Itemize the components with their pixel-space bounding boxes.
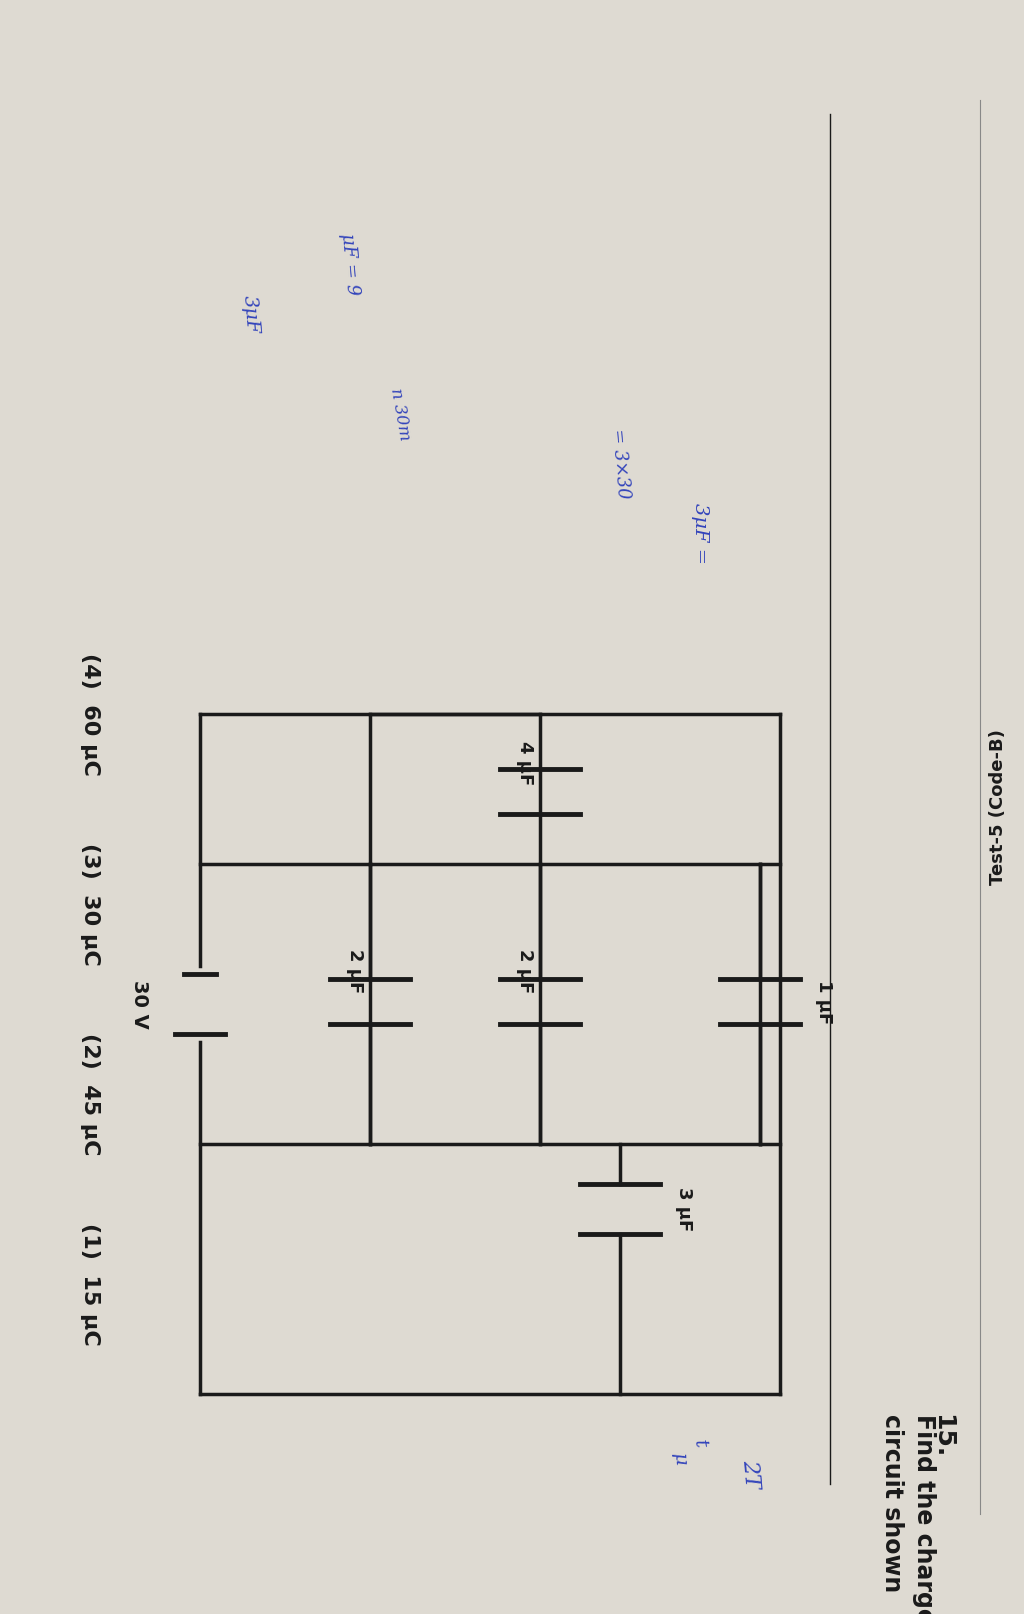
Text: (2)  45 μC: (2) 45 μC — [80, 1033, 100, 1156]
Text: μ: μ — [671, 1453, 689, 1466]
Text: = 3×30: = 3×30 — [608, 428, 632, 500]
Text: 1 μF: 1 μF — [815, 980, 833, 1025]
Text: 30 V: 30 V — [130, 980, 150, 1028]
Text: 3μF: 3μF — [240, 294, 261, 334]
Text: 2T: 2T — [737, 1459, 762, 1490]
Text: 3 μF: 3 μF — [675, 1186, 693, 1231]
Text: t: t — [690, 1438, 710, 1449]
Text: (3)  30 μC: (3) 30 μC — [80, 843, 100, 965]
Text: 2 μF: 2 μF — [516, 949, 534, 993]
Text: 15.: 15. — [930, 1414, 954, 1459]
Text: (1)  15 μC: (1) 15 μC — [80, 1223, 100, 1346]
Text: 3μF =: 3μF = — [691, 504, 709, 565]
Text: 2 μF: 2 μF — [346, 949, 364, 993]
Text: Find the charge stored on 1 μF capacitor in the
circuit shown: Find the charge stored on 1 μF capacitor… — [880, 1414, 936, 1614]
Text: (4)  60 μC: (4) 60 μC — [80, 652, 100, 775]
Text: μF = 9: μF = 9 — [338, 232, 361, 295]
Text: Test-5 (Code-B): Test-5 (Code-B) — [989, 730, 1007, 884]
Text: 4 μF: 4 μF — [516, 741, 534, 786]
Text: n 30m: n 30m — [387, 386, 413, 442]
